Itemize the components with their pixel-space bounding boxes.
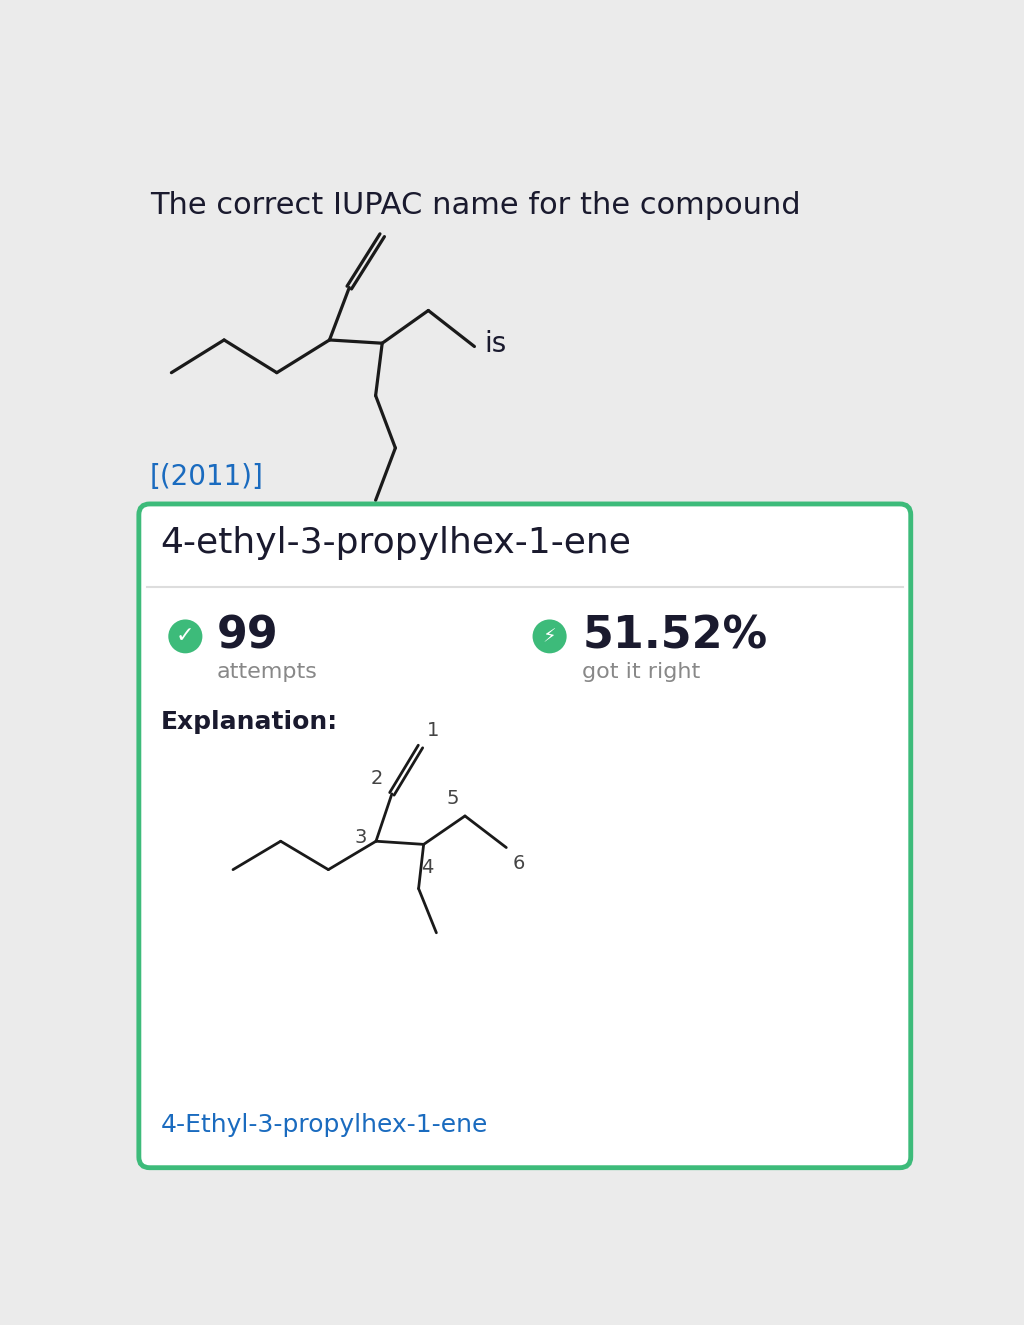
Text: The correct IUPAC name for the compound: The correct IUPAC name for the compound: [150, 191, 801, 220]
Circle shape: [168, 620, 203, 653]
Text: Explanation:: Explanation:: [161, 710, 338, 734]
Text: attempts: attempts: [216, 661, 317, 682]
Text: 51.52%: 51.52%: [583, 615, 767, 659]
Text: is: is: [484, 330, 507, 358]
Text: 4-ethyl-3-propylhex-1-ene: 4-ethyl-3-propylhex-1-ene: [161, 526, 632, 559]
Text: 99: 99: [216, 615, 279, 659]
Text: got it right: got it right: [583, 661, 700, 682]
Text: ⚡: ⚡: [543, 627, 556, 645]
Text: 3: 3: [354, 828, 367, 847]
Text: 4-Ethyl-3-propylhex-1-ene: 4-Ethyl-3-propylhex-1-ene: [161, 1113, 487, 1137]
Text: [(2011)]: [(2011)]: [150, 464, 263, 492]
Text: 6: 6: [512, 853, 525, 873]
Text: 5: 5: [446, 790, 459, 808]
Text: ✓: ✓: [176, 627, 195, 647]
Text: 4: 4: [421, 859, 434, 877]
Circle shape: [532, 620, 566, 653]
Text: 2: 2: [371, 768, 383, 787]
FancyBboxPatch shape: [139, 504, 910, 1167]
Text: 1: 1: [427, 721, 439, 741]
